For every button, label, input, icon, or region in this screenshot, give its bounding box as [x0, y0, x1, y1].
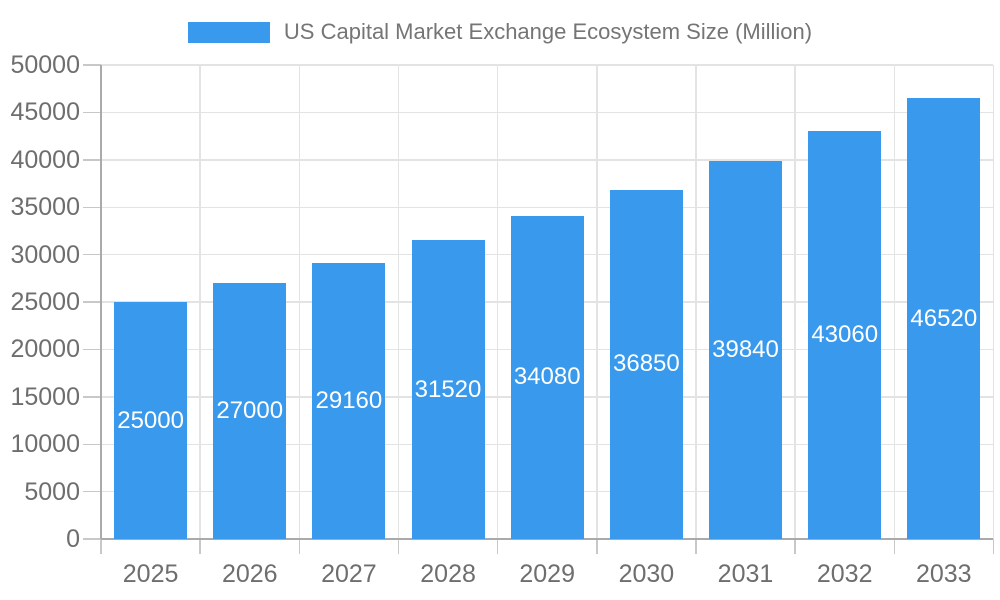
v-gridline — [199, 65, 201, 539]
x-axis-label-2027: 2027 — [321, 560, 377, 588]
y-axis-label-0: 0 — [66, 525, 80, 553]
v-gridline — [397, 65, 400, 539]
v-gridline — [794, 65, 796, 539]
v-gridline — [298, 65, 301, 539]
y-axis-label-10000: 10000 — [10, 430, 80, 459]
legend-swatch[interactable] — [187, 21, 270, 43]
y-axis-label-25000: 25000 — [10, 288, 80, 316]
x-axis-label-2026: 2026 — [221, 560, 278, 588]
y-axis-label-50000: 50000 — [10, 51, 80, 79]
y-axis-tick — [83, 490, 101, 493]
y-axis-line — [100, 65, 102, 539]
y-axis-label-45000: 45000 — [10, 98, 80, 127]
legend-label[interactable]: US Capital Market Exchange Ecosystem Siz… — [283, 19, 813, 44]
bar-value-label: 31520 — [414, 375, 482, 403]
v-gridline — [893, 65, 895, 539]
bar-2032[interactable]: 43060 — [808, 130, 882, 539]
bar-2026[interactable]: 27000 — [213, 283, 287, 539]
y-axis-tick — [83, 396, 101, 398]
h-gridline — [101, 159, 994, 161]
x-axis-tick — [298, 539, 301, 554]
y-axis-label-40000: 40000 — [10, 145, 80, 174]
y-axis-label-35000: 35000 — [10, 193, 80, 222]
h-gridline — [101, 206, 994, 208]
y-axis-tick — [83, 206, 101, 208]
bar-value-label: 25000 — [117, 406, 184, 434]
bar-value-label: 39840 — [712, 336, 779, 364]
x-axis-tick — [695, 539, 697, 554]
bar-2031[interactable]: 39840 — [709, 161, 782, 539]
x-axis-label-2032: 2032 — [816, 560, 873, 588]
v-gridline — [596, 65, 598, 539]
x-axis-tick — [893, 539, 895, 554]
x-axis-tick — [100, 539, 102, 554]
y-axis-label-5000: 5000 — [24, 477, 80, 506]
y-axis-tick — [83, 64, 101, 66]
bar-2033[interactable]: 46520 — [907, 98, 981, 539]
x-axis-label-2031: 2031 — [717, 560, 774, 588]
h-gridline — [101, 64, 994, 66]
x-axis-label-2025: 2025 — [122, 560, 179, 588]
bar-value-label: 36850 — [613, 350, 680, 378]
v-gridline — [992, 65, 995, 539]
bar-value-label: 34080 — [513, 363, 581, 391]
y-axis-tick — [83, 301, 101, 303]
bar-2028[interactable]: 31520 — [411, 240, 485, 539]
bar-value-label: 27000 — [216, 397, 284, 424]
bar-value-label: 46520 — [910, 304, 978, 332]
bar-2025[interactable]: 25000 — [114, 302, 188, 539]
y-axis-tick — [83, 253, 101, 256]
h-gridline — [101, 111, 994, 114]
y-axis-label-20000: 20000 — [10, 335, 80, 364]
x-axis-label-2030: 2030 — [618, 560, 675, 588]
x-axis-tick — [397, 539, 400, 554]
y-axis-label-30000: 30000 — [10, 240, 80, 269]
x-axis-tick — [794, 539, 796, 554]
y-axis-tick — [83, 159, 101, 161]
x-axis-tick — [992, 539, 995, 554]
bar-2029[interactable]: 34080 — [510, 215, 584, 539]
x-axis-label-2028: 2028 — [420, 560, 476, 588]
y-axis-label-15000: 15000 — [10, 382, 80, 411]
y-axis-tick — [83, 111, 101, 114]
y-axis-tick — [83, 348, 101, 351]
y-axis-tick — [83, 538, 101, 540]
bar-2027[interactable]: 29160 — [312, 262, 386, 539]
bar-2030[interactable]: 36850 — [609, 189, 683, 539]
x-axis-tick — [496, 539, 499, 554]
v-gridline — [695, 65, 697, 539]
legend: US Capital Market Exchange Ecosystem Siz… — [0, 19, 1000, 44]
x-axis-label-2033: 2033 — [915, 560, 972, 588]
bar-value-label: 29160 — [315, 386, 383, 414]
bar-value-label: 43060 — [811, 320, 879, 348]
x-axis-tick — [199, 539, 201, 554]
y-axis-tick — [83, 443, 101, 445]
x-axis-label-2029: 2029 — [519, 560, 575, 588]
x-axis-tick — [596, 539, 598, 554]
v-gridline — [496, 65, 499, 539]
x-axis-line — [101, 538, 994, 540]
